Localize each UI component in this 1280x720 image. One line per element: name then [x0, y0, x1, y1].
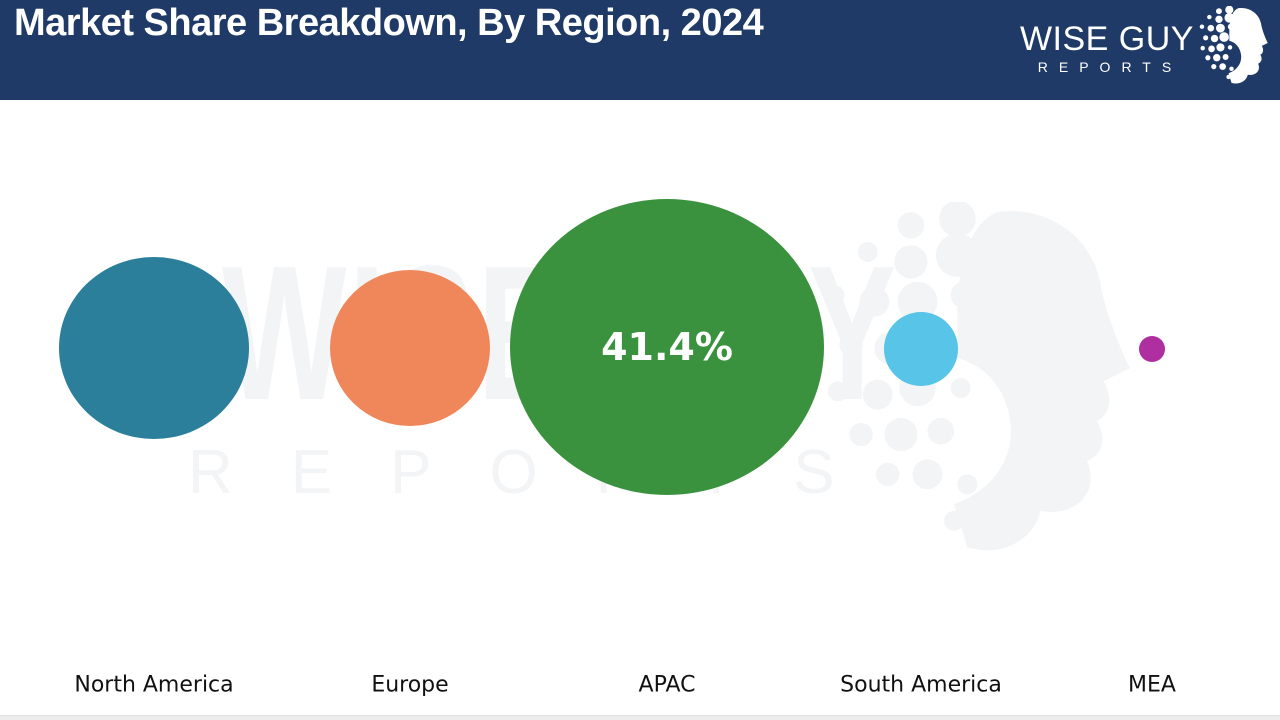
bubble-north-america[interactable] — [59, 257, 249, 439]
bubble-apac[interactable]: 41.4% — [510, 199, 824, 495]
bottom-strip — [0, 715, 1280, 720]
watermark-head-icon — [808, 202, 1140, 584]
category-label-apac: APAC — [638, 672, 696, 698]
bubble-mea[interactable] — [1139, 336, 1165, 362]
logo-wordmark: WISE GUY — [1019, 20, 1194, 59]
category-label-north-america: North America — [74, 672, 234, 698]
page-title: Market Share Breakdown, By Region, 2024 — [14, 2, 764, 44]
bubble-europe[interactable] — [330, 270, 490, 426]
category-label-europe: Europe — [371, 672, 449, 698]
logo-head-icon — [1196, 6, 1270, 91]
bubble-data-label-apac: 41.4% — [601, 325, 733, 369]
logo-text: WISE GUY REPORTS — [1019, 20, 1194, 75]
category-label-south-america: South America — [840, 672, 1002, 698]
wise-guy-logo: WISE GUY REPORTS — [1020, 6, 1270, 91]
category-label-mea: MEA — [1128, 672, 1176, 698]
bubble-south-america[interactable] — [884, 312, 958, 386]
logo-subtitle: REPORTS — [1037, 58, 1183, 75]
header-bar: Market Share Breakdown, By Region, 2024 … — [0, 0, 1280, 100]
watermark-subtitle: REPORTS — [188, 438, 893, 507]
